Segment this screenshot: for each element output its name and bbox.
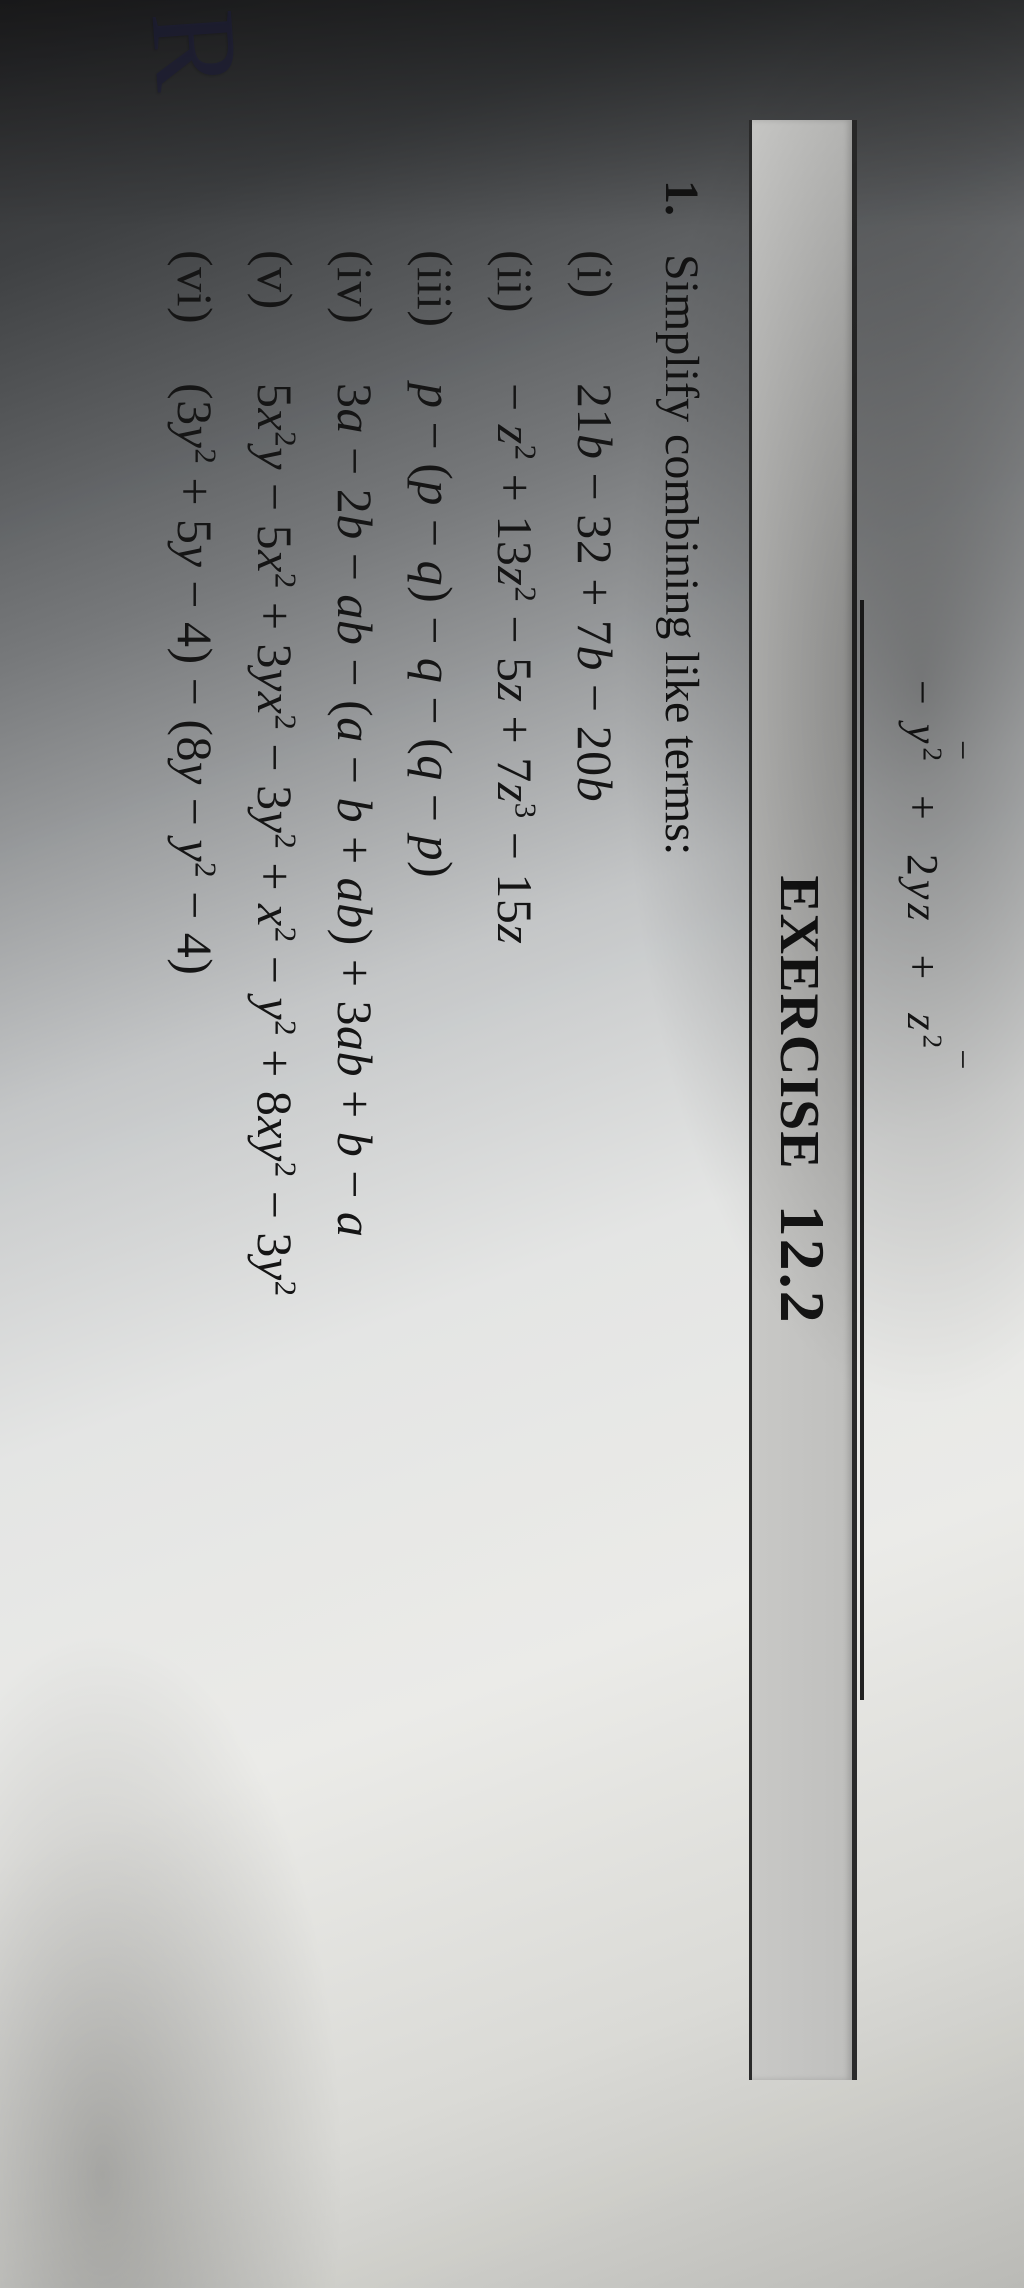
question-text: Simplify combining like terms:	[655, 254, 708, 855]
item-label: (i)	[566, 250, 624, 370]
exercise-number: 12.2	[767, 1205, 838, 1325]
item-expression: 5x2y − 5x2 + 3yx2 − 3y2 + x2 − y2 + 8xy2…	[247, 383, 303, 1297]
item-label: (iii)	[406, 250, 464, 370]
item-list: (i) 21b − 32 + 7b − 20b (ii) − z2 + 13z2…	[166, 250, 624, 2030]
exercise-heading: EXERCISE 12.2	[765, 875, 839, 1324]
item-expression: 21b − 32 + 7b − 20b	[567, 383, 623, 802]
item-label: (vi)	[166, 250, 224, 370]
list-item: (ii) − z2 + 13z2 − 5z + 7z3 − 15z	[486, 250, 544, 2030]
exercise-banner: EXERCISE 12.2	[749, 120, 857, 2080]
top-expression-block: − − − y2 + 2yz + z2	[897, 680, 984, 2030]
exercise-label: EXERCISE	[768, 875, 830, 1169]
page-content: − − − y2 + 2yz + z2 EXERCISE 12.2 1. Sim…	[144, 180, 984, 2030]
item-expression: 3a − 2b − ab − (a − b + ab) + 3ab + b − …	[327, 383, 383, 1237]
list-item: (iv) 3a − 2b − ab − (a − b + ab) + 3ab +…	[326, 250, 384, 2030]
item-label: (iv)	[326, 250, 384, 370]
item-expression: − z2 + 13z2 − 5z + 7z3 − 15z	[487, 383, 543, 944]
top-expression-line: − y2 + 2yz + z2	[897, 680, 948, 2030]
list-item: (iii) p − (p − q) − q − (q − p)	[406, 250, 464, 2030]
sign-change-row: − −	[942, 740, 984, 2030]
list-item: (vi) (3y2 + 5y − 4) − (8y − y2 − 4)	[166, 250, 224, 2030]
question-number: 1.	[655, 180, 708, 216]
expression-underline	[860, 600, 864, 1700]
item-expression: p − (p − q) − q − (q − p)	[407, 383, 463, 878]
list-item: (i) 21b − 32 + 7b − 20b	[566, 250, 624, 2030]
item-expression: (3y2 + 5y − 4) − (8y − y2 − 4)	[167, 383, 223, 975]
textbook-page: − − − y2 + 2yz + z2 EXERCISE 12.2 1. Sim…	[0, 0, 1024, 2288]
item-label: (v)	[246, 250, 304, 370]
list-item: (v) 5x2y − 5x2 + 3yx2 − 3y2 + x2 − y2 + …	[246, 250, 304, 2030]
handwritten-annotation: R	[123, 5, 266, 94]
item-label: (ii)	[486, 250, 544, 370]
question-stem: 1. Simplify combining like terms:	[654, 180, 709, 2030]
